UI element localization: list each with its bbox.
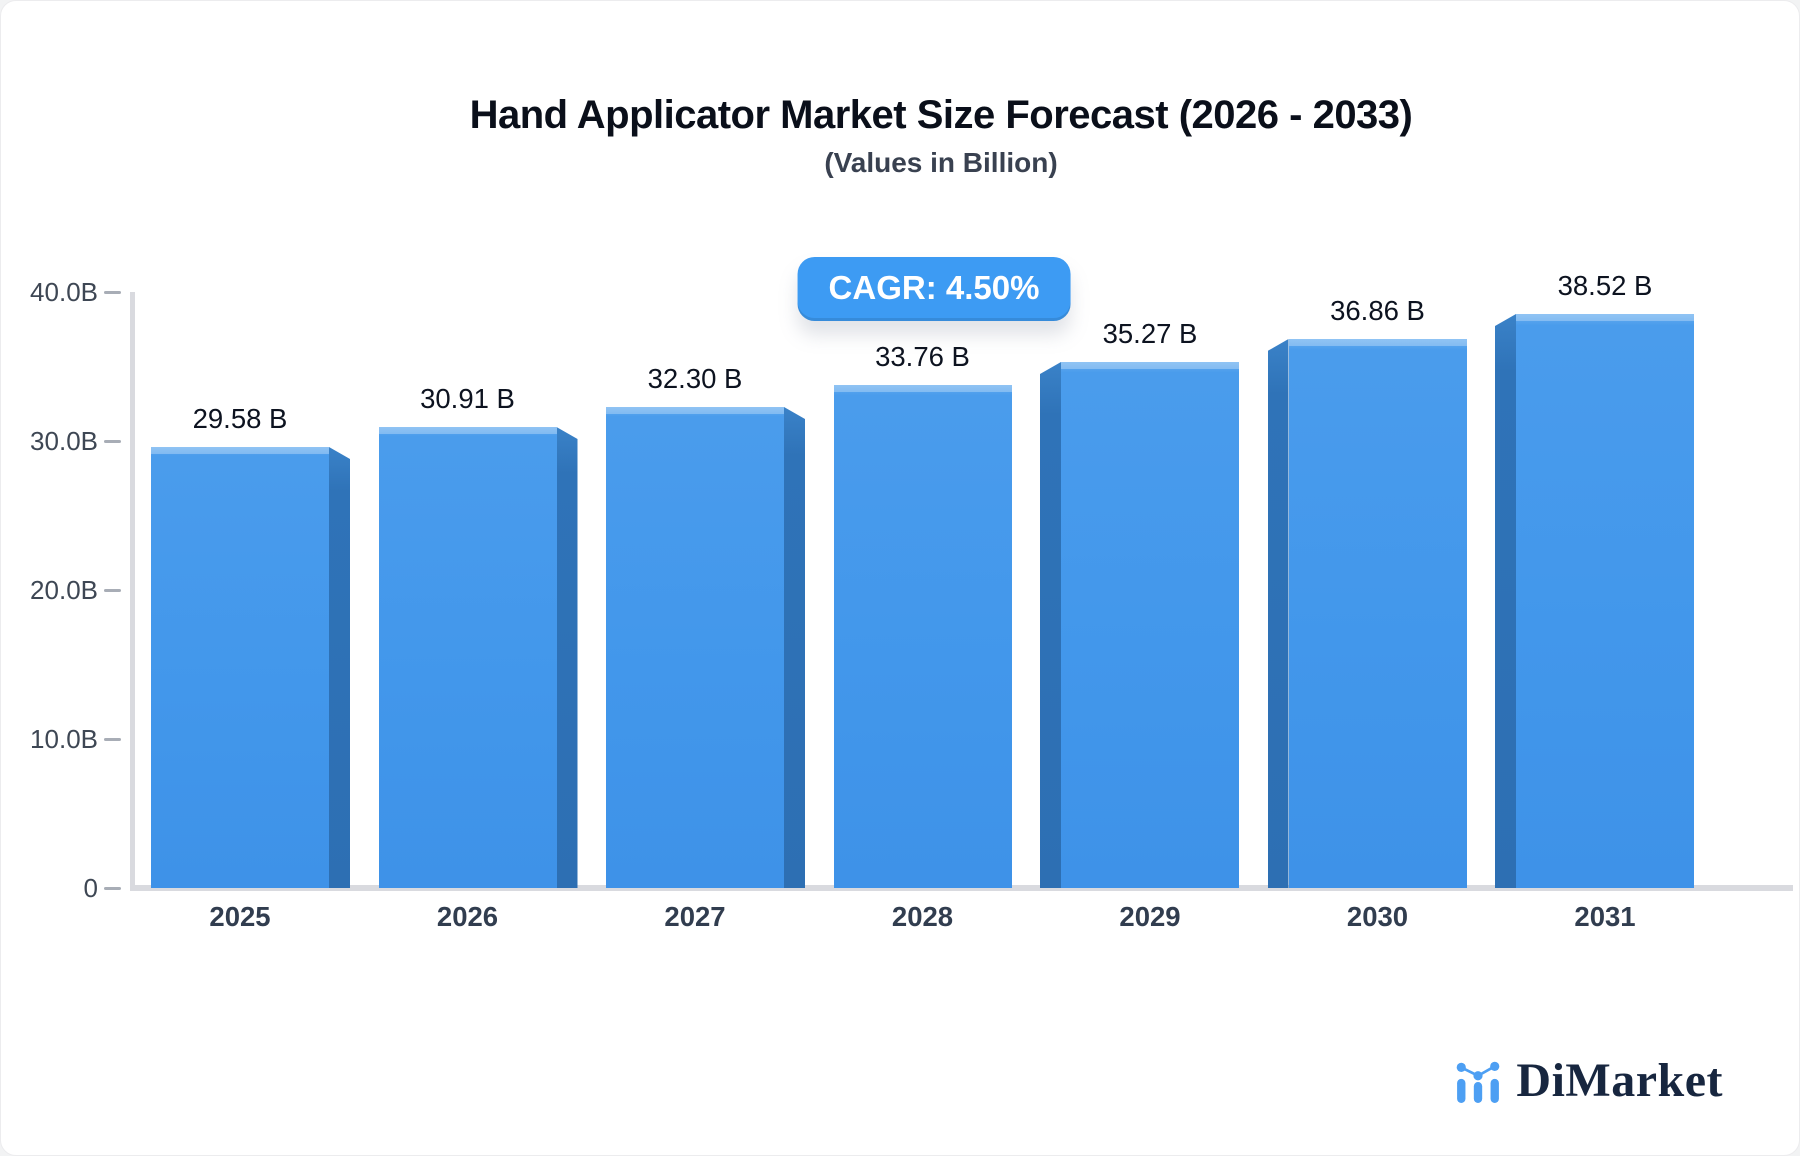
bar-2026: [378, 427, 557, 888]
y-axis-tick-mark: [104, 588, 121, 592]
bar-value-label: 33.76 B: [875, 341, 970, 372]
y-axis-tick-label: 30.0B: [30, 426, 98, 456]
bar-value-label: 36.86 B: [1330, 295, 1425, 326]
x-axis-label: 2028: [891, 901, 954, 932]
bar-value-label: 30.91 B: [420, 383, 515, 414]
bar-side-bevel: [556, 427, 578, 888]
bar-2025: [151, 447, 329, 888]
bar-2029: [1061, 362, 1239, 888]
bar-top-highlight: [1516, 314, 1694, 321]
bar-top-highlight: [151, 447, 329, 454]
y-axis-line: [130, 292, 135, 888]
y-axis-tick-label: 40.0B: [30, 277, 98, 307]
cagr-badge: CAGR: 4.50%: [797, 257, 1071, 321]
bar-2031: [1516, 314, 1694, 888]
bar-top-highlight: [378, 427, 557, 434]
bar-value-label: 29.58 B: [192, 403, 288, 434]
y-axis-tick-mark: [104, 290, 121, 294]
brand-logo: DiMarket: [1455, 1053, 1723, 1107]
x-axis-label: 2027: [664, 901, 726, 932]
bar-top-highlight: [833, 385, 1012, 392]
x-axis-label: 2026: [436, 901, 499, 932]
y-axis-tick-mark: [104, 886, 121, 890]
bar-top-highlight: [1288, 339, 1467, 346]
bar-2027: [606, 407, 784, 888]
y-axis-tick-label: 0: [83, 873, 98, 903]
y-axis-tick-label: 10.0B: [30, 724, 98, 754]
x-axis-label: 2031: [1574, 901, 1636, 932]
bar-side-bevel: [1267, 339, 1289, 888]
bar-top-highlight: [1061, 362, 1239, 369]
y-axis-tick-label: 20.0B: [30, 575, 98, 605]
bar-side-bevel: [329, 447, 350, 888]
bar-value-label: 35.27 B: [1102, 318, 1198, 349]
brand-name: DiMarket: [1516, 1053, 1723, 1107]
bar-side-bevel: [1040, 362, 1061, 888]
x-axis-baseline: [130, 885, 1793, 891]
chart-title: Hand Applicator Market Size Forecast (20…: [469, 93, 1413, 137]
mini-bar-line-chart-icon: [1457, 1061, 1500, 1103]
bar-2030: [1288, 339, 1467, 888]
x-axis-label: 2025: [209, 901, 271, 932]
x-axis-label: 2030: [1346, 901, 1409, 932]
y-axis-tick-mark: [104, 737, 121, 741]
bar-value-label: 38.52 B: [1557, 270, 1653, 301]
bar-side-bevel: [1495, 314, 1516, 888]
bar-value-label: 32.30 B: [647, 363, 743, 394]
bar-2028: [833, 385, 1012, 888]
y-axis-tick-mark: [104, 439, 121, 443]
bar-top-highlight: [606, 407, 784, 414]
x-axis-label: 2029: [1119, 901, 1181, 932]
chart-subtitle: (Values in Billion): [824, 147, 1058, 178]
bar-side-bevel: [784, 407, 805, 888]
